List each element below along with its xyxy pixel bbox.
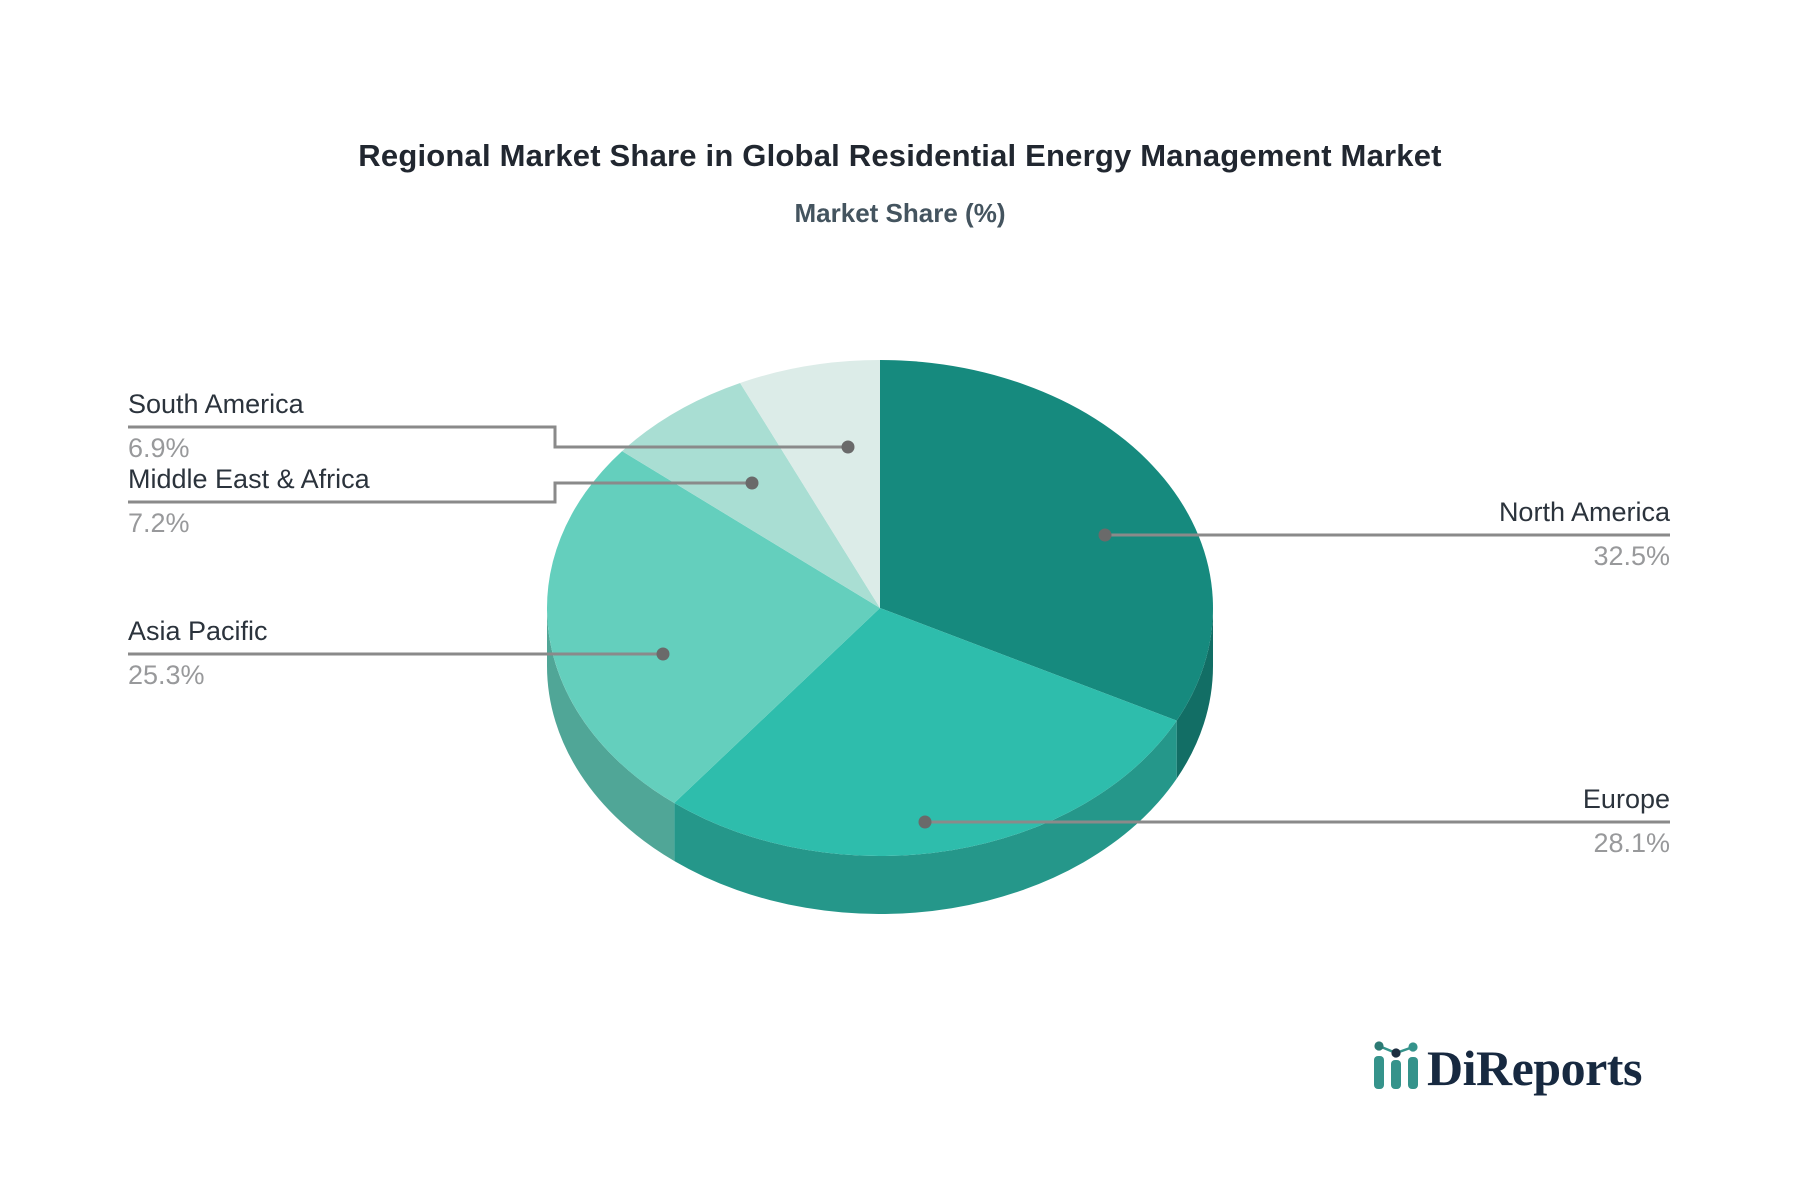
callout-percent-north-america: 32.5%	[1593, 541, 1670, 571]
brand-logo: DiReports	[1374, 1034, 1642, 1098]
pie-slice-side-asia-pacific	[547, 608, 675, 861]
pie-slice-north-america	[880, 360, 1214, 721]
leader-dot-asia-pacific	[656, 647, 670, 661]
callout-percent-asia-pacific: 25.3%	[128, 660, 205, 690]
bar-line-chart-icon	[1374, 1041, 1418, 1089]
callout-label-north-america: North America	[1498, 496, 1670, 527]
pie-slice-europe	[674, 608, 1177, 857]
chart-title: Regional Market Share in Global Resident…	[358, 138, 1442, 173]
leader-dot-middle-east-africa	[745, 476, 759, 490]
chart-subtitle: Market Share (%)	[794, 198, 1006, 228]
callout-label-asia-pacific: Asia Pacific	[128, 615, 268, 646]
pie-3d-sides	[547, 608, 1213, 914]
leader-dot-europe	[918, 815, 932, 829]
leader-line-south-america	[128, 425, 848, 449]
pie-slice-south-america	[740, 360, 880, 608]
brand-logo-text: DiReports	[1427, 1040, 1642, 1096]
callout-label-middle-east-africa: Middle East & Africa	[128, 463, 370, 494]
callout-percent-europe: 28.1%	[1593, 828, 1670, 858]
callout-percent-south-america: 6.9%	[128, 433, 190, 463]
callout-leader-lines	[128, 425, 1670, 829]
leader-dot-north-america	[1098, 528, 1112, 542]
pie-slice-middle-east-africa	[622, 382, 880, 608]
pie-slice-asia-pacific	[547, 451, 880, 803]
callout-label-south-america: South America	[128, 388, 304, 419]
leader-line-middle-east-africa	[128, 481, 752, 504]
callout-label-europe: Europe	[1582, 783, 1670, 814]
leader-dot-south-america	[841, 440, 855, 454]
pie-slices	[547, 360, 1214, 857]
pie-slice-side-north-america	[1176, 608, 1213, 779]
pie-slice-side-europe	[674, 720, 1177, 914]
callout-percent-middle-east-africa: 7.2%	[128, 508, 190, 538]
